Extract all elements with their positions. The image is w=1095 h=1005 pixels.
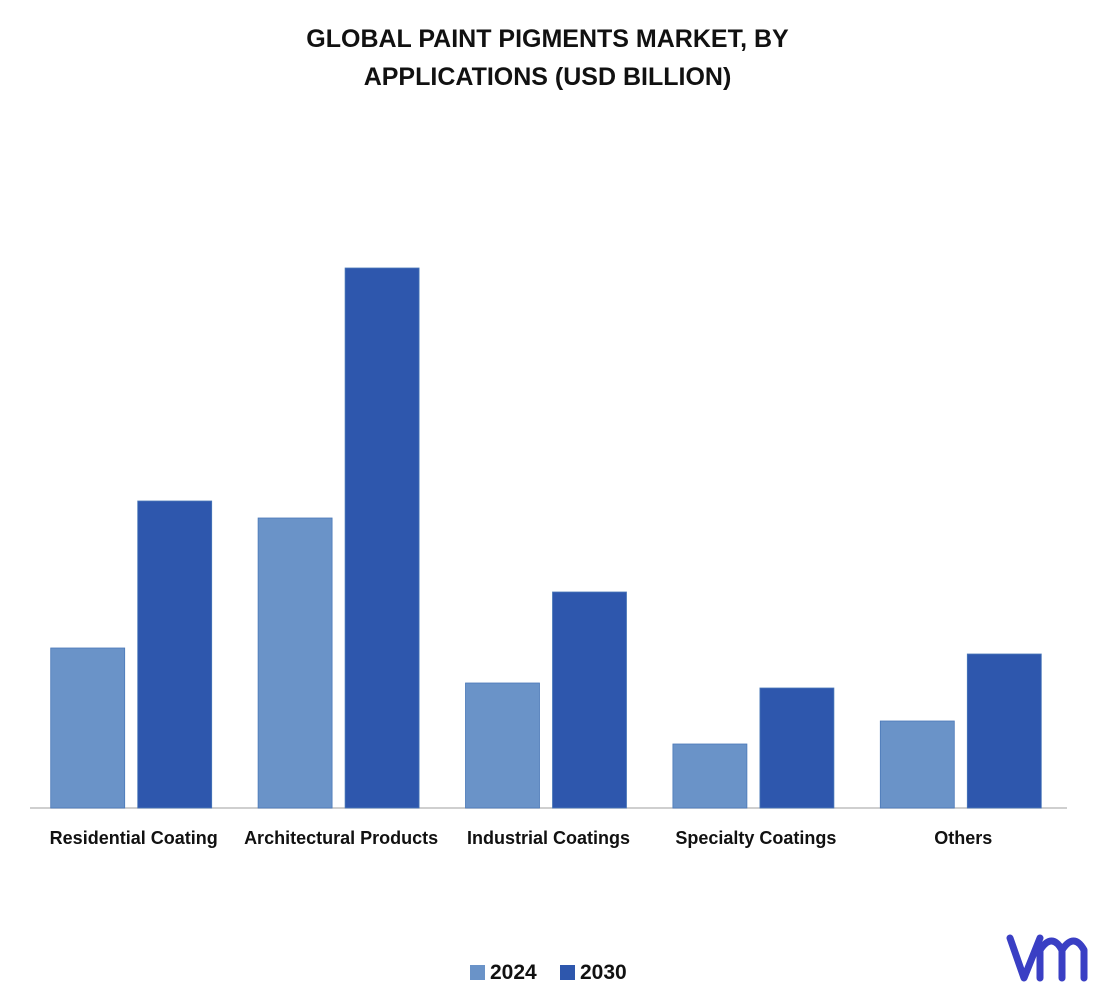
- logo-m: [1036, 937, 1088, 982]
- logo: [1006, 934, 1088, 982]
- bar: [465, 682, 540, 809]
- logo-v: [1006, 934, 1044, 982]
- chart-title: GLOBAL PAINT PIGMENTS MARKET, BY APPLICA…: [306, 25, 789, 91]
- x-tick-label: Architectural Products: [244, 828, 439, 848]
- legend-swatch: [470, 965, 485, 980]
- legend-label: 2024: [490, 961, 537, 984]
- bar: [552, 591, 627, 809]
- bar: [966, 653, 1042, 809]
- bar: [879, 720, 955, 809]
- bar: [137, 500, 213, 809]
- bar: [50, 647, 126, 809]
- bar: [257, 517, 333, 809]
- x-tick-label: Residential Coating: [49, 828, 218, 848]
- bar: [759, 687, 835, 809]
- legend-label: 2030: [580, 961, 627, 984]
- x-tick-label: Others: [934, 828, 993, 848]
- bar: [672, 743, 748, 809]
- bar: [344, 267, 420, 809]
- x-tick-label: Specialty Coatings: [675, 828, 837, 848]
- legend-swatch: [560, 965, 575, 980]
- title-box: GLOBAL PAINT PIGMENTS MARKET, BY APPLICA…: [0, 20, 1095, 96]
- x-tick-label: Industrial Coatings: [466, 828, 630, 848]
